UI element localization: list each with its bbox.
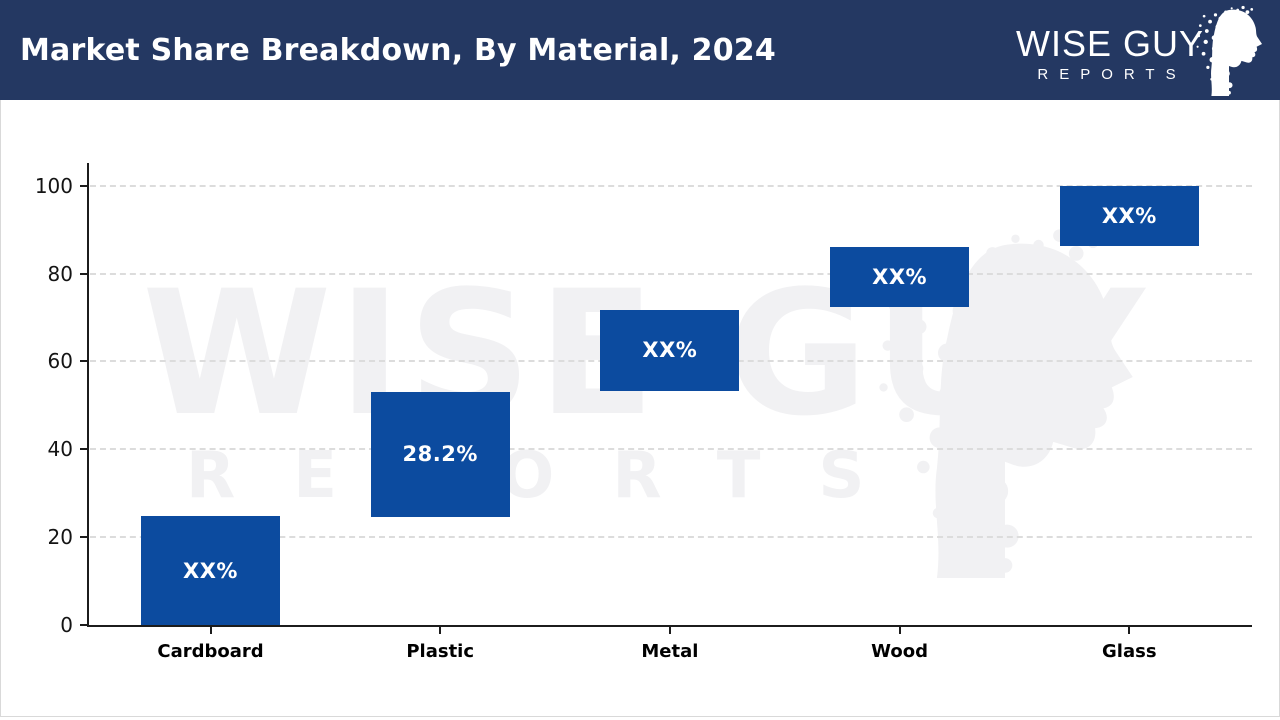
brand-logo: WISE GUY REPORTS: [1015, 4, 1270, 100]
brand-logo-text: WISE GUY REPORTS: [1015, 23, 1204, 84]
y-tick-label-0: 0: [60, 613, 73, 637]
bar-glass: XX%: [1059, 186, 1199, 246]
y-tick-label-40: 40: [47, 437, 73, 462]
bar-value-label-plastic: 28.2%: [402, 442, 478, 467]
header-bar: Market Share Breakdown, By Material, 202…: [0, 0, 1280, 100]
watermark-subtext: REPORTS: [186, 439, 923, 513]
y-axis: [87, 163, 89, 627]
bar-plastic: 28.2%: [370, 391, 510, 517]
page-title: Market Share Breakdown, By Material, 202…: [20, 32, 776, 68]
y-tickmark-60: [80, 360, 88, 363]
gridline-80: [90, 272, 1252, 275]
brand-subname: REPORTS: [1037, 66, 1187, 83]
y-tickmark-40: [80, 448, 88, 451]
x-tick-label-metal: Metal: [641, 641, 699, 662]
x-tick-label-glass: Glass: [1102, 641, 1157, 662]
x-tick-label-cardboard: Cardboard: [157, 641, 264, 662]
y-tickmark-0: [80, 624, 88, 626]
bar-value-label-metal: XX%: [642, 338, 698, 363]
gridline-100: [90, 184, 1252, 187]
x-tick-label-plastic: Plastic: [406, 641, 475, 662]
y-tick-label-60: 60: [47, 349, 73, 374]
bar-value-label-wood: XX%: [872, 264, 928, 289]
y-tickmark-20: [80, 536, 88, 539]
x-tickmark-wood: [898, 627, 901, 634]
gridline-20: [90, 536, 1252, 539]
y-tickmark-80: [80, 272, 88, 275]
x-tickmark-metal: [668, 627, 671, 634]
bar-wood: XX%: [830, 246, 970, 307]
y-tick-label-80: 80: [47, 261, 73, 286]
bar-metal: XX%: [600, 309, 740, 391]
y-tick-label-100: 100: [34, 173, 73, 198]
y-tickmark-100: [80, 184, 88, 187]
head-profile-icon: [1188, 4, 1270, 100]
bar-value-label-cardboard: XX%: [183, 558, 238, 583]
brand-name: WISE GUY: [1015, 23, 1204, 64]
x-tickmark-plastic: [439, 627, 442, 634]
x-tickmark-cardboard: [209, 627, 212, 634]
bar-cardboard: XX%: [141, 516, 280, 625]
y-tick-label-20: 20: [47, 525, 73, 550]
gridline-40: [90, 448, 1252, 451]
bar-value-label-glass: XX%: [1101, 204, 1157, 229]
x-tickmark-glass: [1128, 627, 1131, 634]
x-axis: [87, 625, 1252, 627]
x-tick-label-wood: Wood: [871, 641, 929, 662]
